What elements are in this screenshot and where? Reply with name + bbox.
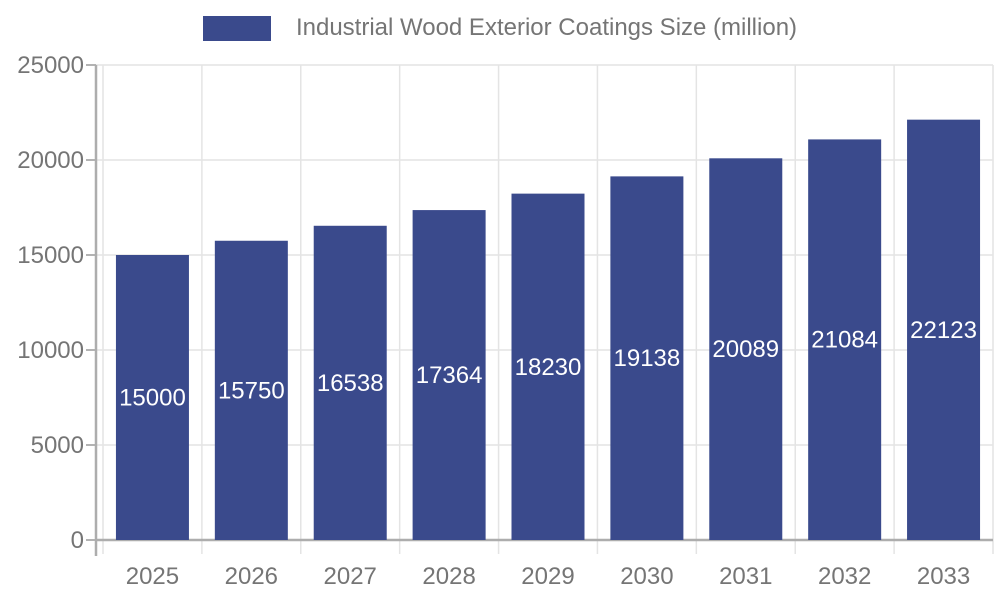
x-axis-tick-label: 2031 (719, 563, 772, 590)
y-axis-tick-label: 10000 (17, 337, 84, 364)
y-axis-tick-label: 5000 (31, 432, 84, 459)
x-axis-tick-label: 2025 (126, 563, 179, 590)
x-axis-tick-label: 2026 (225, 563, 278, 590)
bar (610, 176, 684, 541)
bar-value-label: 16538 (317, 370, 384, 397)
bar (115, 255, 189, 540)
x-axis-tick-label: 2030 (620, 563, 673, 590)
x-axis-tick-label: 2027 (324, 563, 377, 590)
legend[interactable]: Industrial Wood Exterior Coatings Size (… (0, 14, 1000, 42)
bar (412, 210, 486, 541)
y-axis-tick-label: 20000 (17, 147, 84, 174)
x-axis-tick-label: 2032 (818, 563, 871, 590)
y-axis-tick-label: 0 (71, 527, 84, 554)
y-axis-tick-label: 25000 (17, 52, 84, 79)
legend-label: Industrial Wood Exterior Coatings Size (… (295, 14, 798, 41)
bar (907, 119, 981, 541)
y-axis-tick-label: 15000 (17, 242, 84, 269)
legend-swatch (202, 15, 271, 41)
bar (808, 139, 882, 541)
bar-value-label: 22123 (910, 317, 977, 344)
bar (214, 240, 288, 540)
bar-value-label: 18230 (515, 354, 582, 381)
x-axis-tick-label: 2029 (521, 563, 574, 590)
bar-value-label: 20089 (712, 336, 779, 363)
bar-value-label: 15750 (218, 377, 285, 404)
x-axis-tick-label: 2033 (917, 563, 970, 590)
bar-value-label: 19138 (614, 345, 681, 372)
bar-value-label: 15000 (119, 385, 186, 412)
bar-value-label: 21084 (811, 327, 878, 354)
bar (313, 225, 387, 540)
bar (709, 158, 783, 540)
bar-value-label: 17364 (416, 362, 483, 389)
x-axis-tick-label: 2028 (422, 563, 475, 590)
bar (511, 193, 585, 540)
